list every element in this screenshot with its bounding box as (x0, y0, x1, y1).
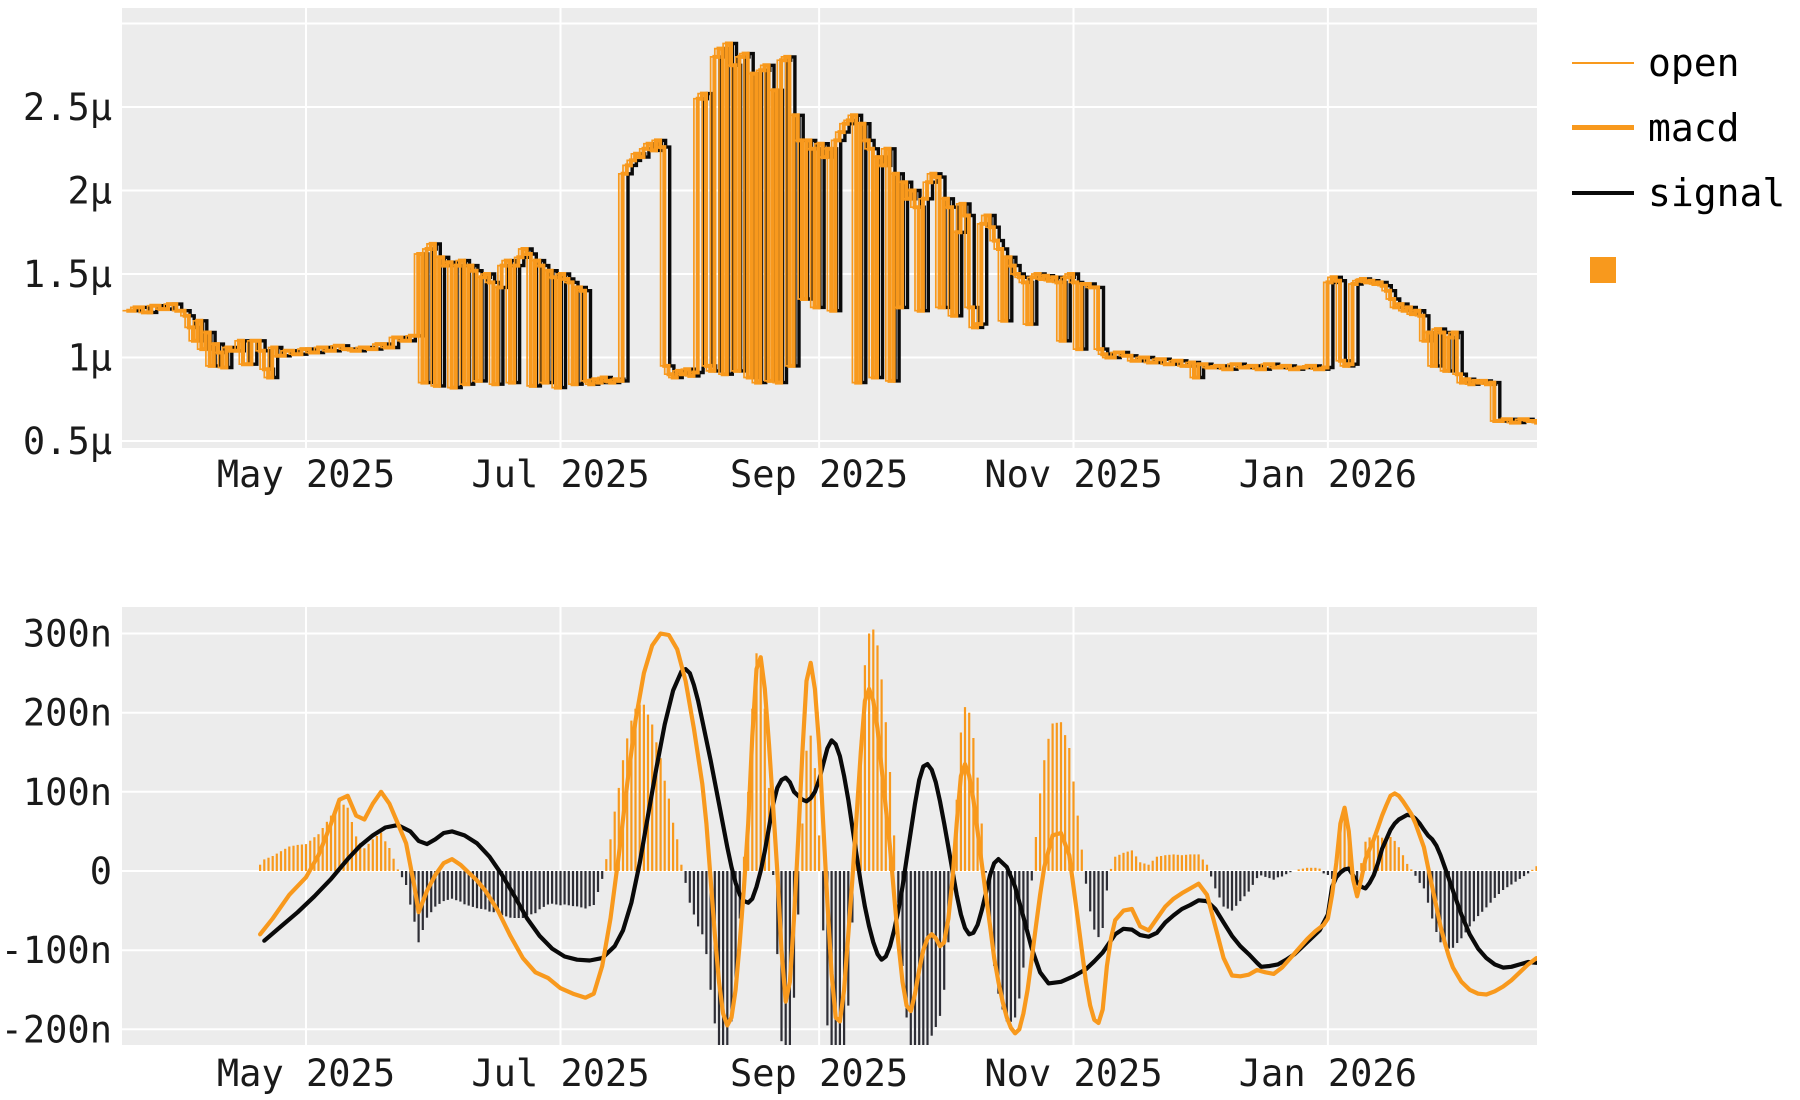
macd-signal-line (262, 667, 1537, 986)
svg-text:0.5µ: 0.5µ (23, 420, 112, 463)
svg-text:Jul 2025: Jul 2025 (471, 453, 649, 496)
open-line-icon (1572, 61, 1634, 64)
macd-panel-tick-labels: 300n 200n 100n 0 -100n -200n May 2025 Jul 2025 S… (1, 613, 1417, 1096)
svg-text:1.5µ: 1.5µ (23, 253, 112, 296)
svg-text:Jul 2025: Jul 2025 (471, 1052, 649, 1095)
legend-label-signal: signal (1648, 170, 1786, 215)
macd-panel-series (258, 629, 1537, 1045)
svg-text:Nov 2025: Nov 2025 (984, 1052, 1162, 1095)
svg-text:200n: 200n (23, 692, 112, 735)
histogram-square-icon (1590, 256, 1616, 283)
macd-line-icon (1572, 125, 1634, 130)
macd-line (258, 631, 1537, 1036)
legend-item-histogram (1572, 237, 1798, 302)
legend-label-macd: macd (1648, 105, 1740, 150)
price-panel-series (122, 41, 1537, 425)
svg-text:0: 0 (90, 850, 112, 893)
signal-line-icon (1572, 190, 1634, 195)
legend-item-signal: signal (1572, 160, 1798, 225)
svg-text:1µ: 1µ (67, 337, 112, 380)
svg-text:Sep 2025: Sep 2025 (730, 453, 908, 496)
svg-text:Nov 2025: Nov 2025 (984, 453, 1162, 496)
price-open-line (122, 42, 1537, 424)
legend-label-open: open (1648, 40, 1740, 85)
legend-item-macd: macd (1572, 95, 1798, 160)
svg-text:-100n: -100n (1, 929, 112, 972)
svg-text:2.5µ: 2.5µ (23, 86, 112, 129)
svg-text:2µ: 2µ (67, 170, 112, 213)
price-panel-tick-labels: 2.5µ 2µ 1.5µ 1µ 0.5µ May 2025 Jul 2025 Sep 2025… (23, 86, 1417, 496)
svg-text:100n: 100n (23, 771, 112, 814)
svg-text:Jan 2026: Jan 2026 (1239, 453, 1417, 496)
legend-item-open: open (1572, 30, 1798, 95)
svg-text:Sep 2025: Sep 2025 (730, 1052, 908, 1095)
svg-text:Jan 2026: Jan 2026 (1239, 1052, 1417, 1095)
svg-text:May 2025: May 2025 (217, 453, 395, 496)
svg-text:300n: 300n (23, 613, 112, 656)
svg-text:-200n: -200n (1, 1008, 112, 1051)
chart-legend: open macd signal (1572, 30, 1798, 302)
svg-text:May 2025: May 2025 (217, 1052, 395, 1095)
